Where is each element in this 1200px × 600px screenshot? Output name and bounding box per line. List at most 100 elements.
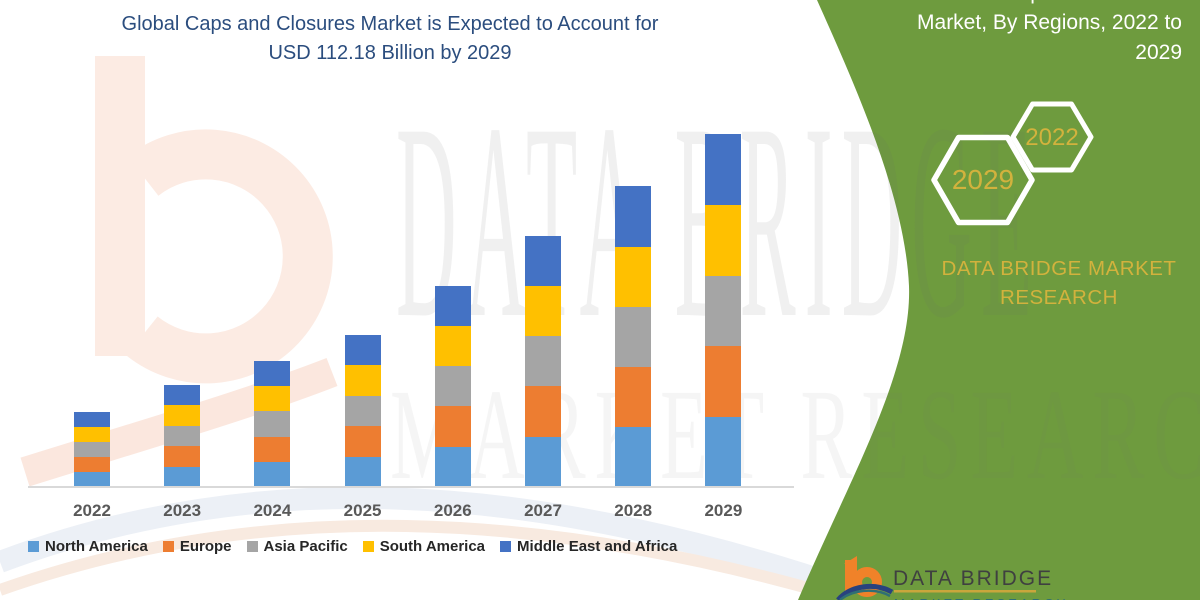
bar-segment-asia-pacific [525,336,561,387]
legend-swatch-icon [246,541,258,552]
stacked-bar-2027 [525,235,561,487]
green-panel-shape [798,0,1200,600]
bar-segment-middle-east-and-africa [254,361,291,387]
bar-segment-middle-east-and-africa [525,235,561,286]
bar-segment-asia-pacific [254,411,291,437]
legend-item-europe: Europe [162,538,232,555]
chart-title-line2: USD 112.18 Billion by 2029 [268,42,512,64]
chart-title-line1: Global Caps and Closures Market is Expec… [121,13,659,35]
legend-swatch-icon [162,541,174,552]
bar-segment-middle-east-and-africa [344,335,381,365]
bar-segment-asia-pacific [74,441,110,457]
stacked-bar-2029 [705,133,742,487]
legend-swatch-icon [362,541,374,552]
bar-segment-asia-pacific [344,395,381,426]
bar-segment-north-america [164,466,201,487]
bar-segment-asia-pacific [434,366,471,407]
bar-segment-south-america [164,405,201,426]
hexagon-2029-label: 2029 [952,164,1014,195]
footer-logo-subtext: MARKET RESEARCH [894,596,1069,600]
watermark-b-stem [95,56,145,356]
chart-title: Global Caps and Closures Market is Expec… [30,10,750,68]
watermark-text-row2: MARKET RESEARCH [390,363,1200,507]
bar-segment-europe [254,436,291,462]
x-axis-label-2023: 2023 [163,501,202,520]
footer-logo-swoosh-accent [839,589,891,600]
x-axis-label-2027: 2027 [524,501,562,520]
panel-heading-clipped-line: Global Caps and Closures [850,0,1182,8]
bar-segment-north-america [434,446,471,487]
bar-segment-south-america [254,386,291,412]
x-axis-label-2025: 2025 [343,501,382,520]
bar-segment-south-america [344,365,381,396]
bar-segment-north-america [705,416,742,487]
bar-segment-north-america [74,471,110,487]
bar-segment-asia-pacific [705,275,742,346]
stacked-bar-2026 [434,285,471,487]
bar-segment-europe [705,346,742,417]
panel-brand-text: DATA BRIDGE MARKET RESEARCH [941,257,1177,309]
stacked-bar-2023 [164,384,201,487]
bar-segment-south-america [705,205,742,276]
hexagon-2029 [931,134,1035,226]
footer-logo-wordmark: DATA BRIDGE [893,567,1053,590]
legend-label: Middle East and Africa [517,538,678,555]
footer-logo-swoosh-icon [836,583,894,600]
legend-label: South America [379,538,486,555]
bar-segment-middle-east-and-africa [705,133,742,205]
bar-segment-north-america [615,426,652,487]
stacked-bar-2028 [615,185,652,487]
panel-heading: Global Caps and Closures Market, By Regi… [850,0,1182,68]
legend-swatch-icon [500,541,512,552]
x-axis-label-2026: 2026 [433,501,472,520]
bar-segment-north-america [254,461,291,487]
footer-logo-b-icon [844,556,882,597]
bar-segment-europe [74,456,110,472]
watermark-b-bowl [126,129,333,384]
hexagon-badges: 2022 2029 [931,101,1094,226]
bar-segment-middle-east-and-africa [615,185,652,247]
bar-segment-south-america [615,246,652,307]
x-axis-label-2028: 2028 [614,501,653,520]
legend-label: Europe [179,538,232,555]
bar-segment-south-america [74,426,110,442]
bar-segment-south-america [525,285,561,337]
bar-segment-middle-east-and-africa [164,384,201,405]
stacked-bar-2024 [254,361,291,487]
legend-label: North America [45,538,148,555]
bar-segment-asia-pacific [164,425,201,446]
x-axis-label-2024: 2024 [253,501,292,520]
bar-segment-south-america [434,325,471,367]
footer-logo: DATA BRIDGE MARKET RESEARCH [836,556,1069,600]
bar-segment-europe [344,426,381,457]
watermark-swoosh-peach-2 [0,519,852,600]
bar-segment-middle-east-and-africa [434,285,471,326]
footer-logo-underline [894,590,1036,593]
legend-item-middle-east-and-africa: Middle East and Africa [500,538,677,555]
chart-legend: North America Europe Asia Pacific South Ame… [28,538,677,555]
legend-label: Asia Pacific [263,538,348,555]
watermark-swoosh-blue [0,486,849,599]
bar-segment-europe [164,446,201,467]
x-axis-line [28,486,794,488]
stacked-bar-2022 [74,411,110,487]
legend-item-south-america: South America [362,538,486,555]
bar-segment-europe [434,406,471,447]
stacked-bar-2025 [344,335,381,487]
hexagon-2022 [1010,101,1094,173]
legend-item-asia-pacific: Asia Pacific [246,538,348,555]
legend-item-north-america: North America [28,538,148,555]
bar-segment-north-america [344,456,381,487]
bar-segment-middle-east-and-africa [74,411,110,427]
bar-segment-europe [525,386,561,437]
legend-swatch-icon [28,541,39,552]
bar-segment-asia-pacific [615,306,652,367]
x-axis-label-2022: 2022 [73,501,111,520]
plot-area [74,133,742,487]
x-axis-label-2029: 2029 [704,501,743,520]
panel-heading-line3: 2029 [1135,41,1182,64]
bar-segment-north-america [525,436,561,487]
